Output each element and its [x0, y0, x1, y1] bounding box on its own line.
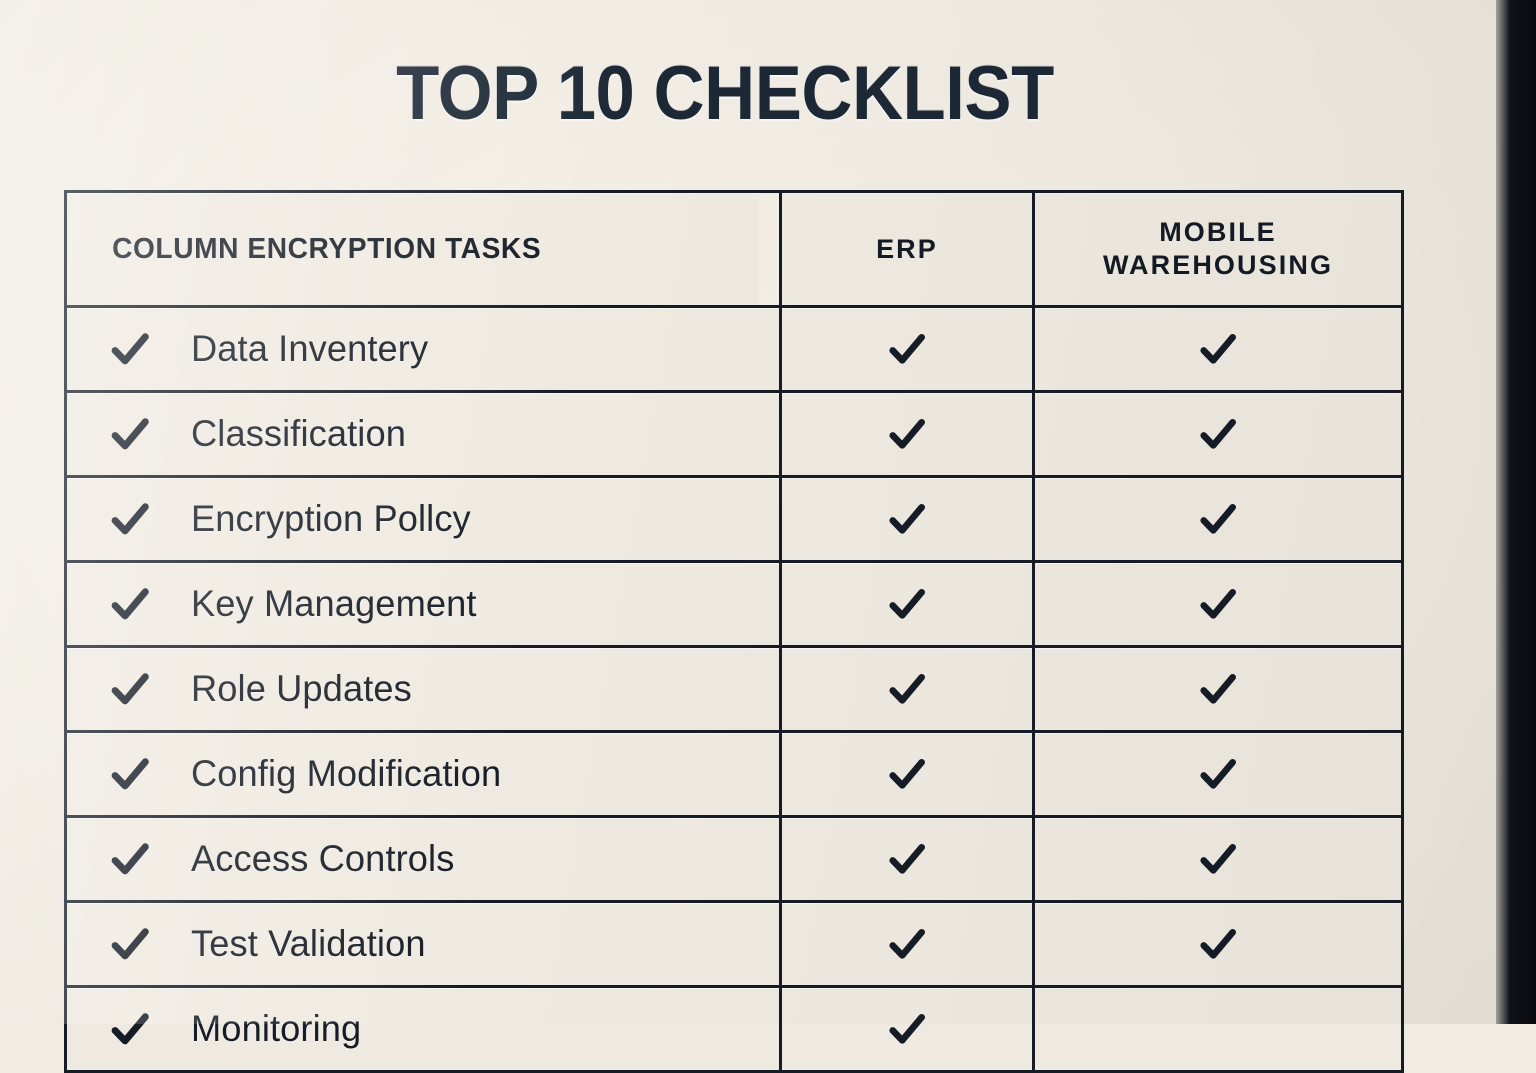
erp-check-cell[interactable]: [779, 475, 1035, 563]
header-task-column: COLUMN ENCRYPTION TASKS: [64, 190, 761, 308]
task-label: Access Controls: [191, 838, 455, 879]
checklist-table: COLUMN ENCRYPTION TASKS ERP MOBILE WAREH…: [64, 190, 1404, 1073]
task-label: Monitoring: [191, 1008, 362, 1049]
mobile-check-cell[interactable]: [1032, 900, 1404, 988]
table-row[interactable]: Data Inventery: [64, 305, 1404, 393]
task-cell[interactable]: Key Management: [64, 560, 782, 648]
page-title: TOP 10 CHECKLIST: [396, 51, 1054, 136]
check-icon: [107, 921, 153, 967]
check-icon: [885, 667, 929, 711]
check-icon: [885, 412, 929, 456]
mobile-check-cell[interactable]: [1032, 815, 1404, 903]
task-cell[interactable]: Role Updates: [64, 645, 782, 733]
mobile-check-cell[interactable]: [1032, 305, 1404, 393]
check-icon: [1196, 497, 1240, 541]
check-icon: [1196, 327, 1240, 371]
task-cell[interactable]: Monitoring: [64, 985, 782, 1073]
table-row[interactable]: Classification: [64, 390, 1404, 478]
erp-check-cell[interactable]: [779, 305, 1035, 393]
task-cell[interactable]: Data Inventery: [64, 305, 782, 393]
table-row[interactable]: Monitoring: [64, 985, 1404, 1073]
task-label: Config Modification: [191, 753, 502, 794]
table-row[interactable]: Config Modification: [64, 730, 1404, 818]
task-label: Role Updates: [191, 668, 412, 709]
check-icon: [1196, 412, 1240, 456]
task-cell[interactable]: Test Validation: [64, 900, 782, 988]
erp-check-cell[interactable]: [779, 985, 1035, 1073]
check-icon: [885, 837, 929, 881]
check-icon: [107, 751, 153, 797]
table-header: COLUMN ENCRYPTION TASKS ERP MOBILE WAREH…: [64, 190, 1404, 308]
check-icon: [107, 836, 153, 882]
check-icon: [1196, 922, 1240, 966]
mobile-check-cell[interactable]: [1032, 645, 1404, 733]
task-label: Key Management: [191, 583, 477, 624]
task-cell[interactable]: Encryption Pollcy: [64, 475, 782, 563]
check-icon: [107, 581, 153, 627]
erp-check-cell[interactable]: [779, 815, 1035, 903]
check-icon: [1196, 752, 1240, 796]
right-edge-shadow: [1496, 0, 1536, 1024]
mobile-check-cell[interactable]: [1032, 560, 1404, 648]
mobile-check-cell[interactable]: [1032, 985, 1404, 1073]
header-erp-column: ERP: [779, 190, 1035, 308]
task-label: Encryption Pollcy: [191, 498, 471, 539]
table-row[interactable]: Access Controls: [64, 815, 1404, 903]
check-icon: [107, 411, 153, 457]
header-mobile-column: MOBILE WAREHOUSING: [1032, 190, 1404, 308]
table-row[interactable]: Role Updates: [64, 645, 1404, 733]
task-label: Test Validation: [191, 923, 426, 964]
check-icon: [885, 1007, 929, 1051]
table-row[interactable]: Test Validation: [64, 900, 1404, 988]
task-cell[interactable]: Classification: [64, 390, 782, 478]
header-mobile-line2: WAREHOUSING: [1102, 250, 1334, 280]
checklist-table-wrapper: COLUMN ENCRYPTION TASKS ERP MOBILE WAREH…: [64, 190, 1404, 1073]
erp-check-cell[interactable]: [779, 900, 1035, 988]
check-icon: [1196, 667, 1240, 711]
erp-check-cell[interactable]: [779, 560, 1035, 648]
mobile-check-cell[interactable]: [1032, 730, 1404, 818]
erp-check-cell[interactable]: [779, 645, 1035, 733]
check-icon: [107, 666, 153, 712]
table-row[interactable]: Key Management: [64, 560, 1404, 648]
check-icon: [885, 922, 929, 966]
check-icon: [1196, 837, 1240, 881]
erp-check-cell[interactable]: [779, 390, 1035, 478]
mobile-check-cell[interactable]: [1032, 475, 1404, 563]
check-icon: [1196, 582, 1240, 626]
check-icon: [885, 497, 929, 541]
header-mobile-line1: MOBILE: [1159, 217, 1277, 248]
check-icon: [107, 1006, 153, 1052]
check-icon: [107, 496, 153, 542]
table-body: Data Inventery Classification Encryption P…: [64, 305, 1404, 1073]
table-row[interactable]: Encryption Pollcy: [64, 475, 1404, 563]
task-label: Classification: [191, 413, 406, 454]
erp-check-cell[interactable]: [779, 730, 1035, 818]
task-cell[interactable]: Config Modification: [64, 730, 782, 818]
task-cell[interactable]: Access Controls: [64, 815, 782, 903]
header-row: COLUMN ENCRYPTION TASKS ERP MOBILE WAREH…: [64, 190, 1404, 308]
check-icon: [885, 582, 929, 626]
check-icon: [885, 752, 929, 796]
check-icon: [107, 326, 153, 372]
check-icon: [885, 327, 929, 371]
mobile-check-cell[interactable]: [1032, 390, 1404, 478]
task-label: Data Inventery: [191, 328, 429, 369]
